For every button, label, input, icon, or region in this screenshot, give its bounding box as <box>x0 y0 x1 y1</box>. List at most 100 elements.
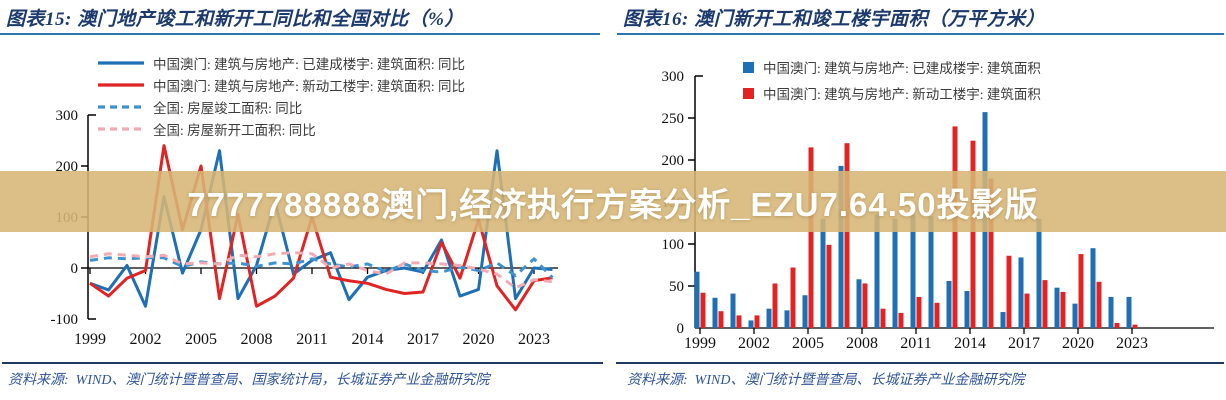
figure-15-source: 资料来源: WIND、澳门统计暨普查局、国家统计局，长城证券产业金融研究院 <box>8 369 489 389</box>
solid-line-marker <box>98 83 144 87</box>
bar <box>1132 324 1138 328</box>
figure-16-title-rule <box>617 33 1224 35</box>
bar <box>718 311 724 328</box>
figure-16-bottom-rule <box>616 362 1224 364</box>
legend-item: 中国澳门: 建筑与房地产: 新动工楼宇: 建筑面积: 同比 <box>98 75 465 95</box>
bar <box>1060 291 1066 328</box>
bar <box>892 218 898 328</box>
bar <box>844 143 850 328</box>
svg-text:2020: 2020 <box>1062 335 1094 352</box>
legend-item: 中国澳门: 建筑与房地产: 新动工楼宇: 建筑面积 <box>743 83 1041 103</box>
x-axis: 1999 2002 2005 2008 2011 2014 2017 2020 2023 <box>74 267 558 348</box>
bar <box>802 295 808 328</box>
bar <box>856 279 862 328</box>
svg-text:2017: 2017 <box>407 331 439 348</box>
figure-15-title: 图表15: 澳门地产竣工和新开工同比和全国对比（%） <box>6 9 464 30</box>
dashed-line-marker <box>98 105 144 109</box>
bar <box>910 214 916 328</box>
figure-16-panel: 图表16: 澳门新开工和竣工楼宇面积（万平方米） 050100150200250… <box>613 0 1226 400</box>
legend-item: 中国澳门: 建筑与房地产: 已建成楼宇: 建筑面积: 同比 <box>98 53 465 73</box>
bar <box>1090 248 1096 328</box>
bar <box>1018 257 1024 328</box>
legend-label: 中国澳门: 建筑与房地产: 已建成楼宇: 建筑面积 <box>763 61 1041 76</box>
bar <box>1114 322 1120 328</box>
svg-text:1999: 1999 <box>684 335 716 352</box>
bar <box>1036 218 1042 328</box>
svg-text:2008: 2008 <box>241 331 273 348</box>
svg-text:0: 0 <box>677 321 685 337</box>
bar <box>1072 303 1078 328</box>
bar <box>700 292 706 328</box>
legend-label: 全国: 房屋新开工面积: 同比 <box>153 123 316 138</box>
svg-text:2005: 2005 <box>792 335 824 352</box>
bar <box>712 297 718 328</box>
bar <box>970 140 976 328</box>
bar <box>874 214 880 328</box>
legend-item: 全国: 房屋竣工面积: 同比 <box>98 97 465 117</box>
bar <box>772 283 778 328</box>
bar <box>1126 296 1132 328</box>
bar <box>1006 255 1012 328</box>
bar <box>820 218 826 328</box>
svg-text:2023: 2023 <box>518 331 550 348</box>
figure-15-line-chart: 3002001000-10019992002200520082011201420… <box>51 108 558 348</box>
line-series-2 <box>89 256 554 279</box>
bar <box>946 280 952 328</box>
figure-15-title-rule <box>0 33 600 35</box>
bar <box>880 308 886 328</box>
figure-16-legend: 中国澳门: 建筑与房地产: 已建成楼宇: 建筑面积中国澳门: 建筑与房地产: 新… <box>743 57 1041 103</box>
svg-text:250: 250 <box>662 111 685 127</box>
bar <box>838 165 844 328</box>
bar <box>826 244 832 328</box>
bar <box>736 315 742 328</box>
source-label: 资料来源: <box>627 373 688 388</box>
source-text: WIND、澳门统计暨普查局、国家统计局，长城证券产业金融研究院 <box>75 373 490 388</box>
legend-item: 中国澳门: 建筑与房地产: 已建成楼宇: 建筑面积 <box>743 57 1041 77</box>
line-series-3 <box>89 251 553 290</box>
svg-text:2011: 2011 <box>296 331 327 348</box>
bar <box>1054 287 1060 328</box>
svg-text:0: 0 <box>71 261 79 277</box>
bar <box>988 178 994 328</box>
svg-text:2002: 2002 <box>130 331 162 348</box>
svg-text:300: 300 <box>56 108 79 124</box>
bar <box>766 308 772 328</box>
svg-text:2014: 2014 <box>352 331 384 348</box>
bar <box>1108 296 1114 328</box>
legend-label: 全国: 房屋竣工面积: 同比 <box>153 101 303 116</box>
bar <box>898 312 904 328</box>
bar <box>964 291 970 328</box>
bar <box>862 283 868 328</box>
bar <box>916 296 922 328</box>
bar <box>1042 280 1048 328</box>
bar <box>808 147 814 328</box>
bar <box>790 267 796 328</box>
svg-text:2011: 2011 <box>900 335 931 352</box>
svg-text:200: 200 <box>662 153 685 169</box>
legend-item: 全国: 房屋新开工面积: 同比 <box>98 119 465 139</box>
bar <box>1096 281 1102 328</box>
bar <box>928 216 934 328</box>
figure-15-bottom-rule <box>2 362 603 364</box>
figure-15-legend: 中国澳门: 建筑与房地产: 已建成楼宇: 建筑面积: 同比 中国澳门: 建筑与房地… <box>98 53 465 139</box>
svg-text:1999: 1999 <box>74 331 106 348</box>
bar <box>748 320 754 328</box>
svg-text:2017: 2017 <box>1008 335 1040 352</box>
figure-16-title: 图表16: 澳门新开工和竣工楼宇面积（万平方米） <box>623 9 1046 30</box>
bar <box>730 293 736 328</box>
bar <box>694 271 700 328</box>
solid-line-marker <box>98 61 144 65</box>
svg-text:-100: -100 <box>51 312 79 328</box>
legend-label: 中国澳门: 建筑与房地产: 新动工楼宇: 建筑面积: 同比 <box>153 79 466 94</box>
source-label: 资料来源: <box>8 373 69 388</box>
legend-label: 中国澳门: 建筑与房地产: 已建成楼宇: 建筑面积: 同比 <box>153 57 466 72</box>
watermark-banner: 7777788888澳门,经济执行方案分析_EZU7.64.50投影版 <box>0 171 1226 232</box>
svg-text:2008: 2008 <box>846 335 878 352</box>
bar <box>1024 293 1030 328</box>
svg-text:300: 300 <box>662 69 685 85</box>
bar <box>1000 312 1006 328</box>
watermark-text: 7777788888澳门,经济执行方案分析_EZU7.64.50投影版 <box>187 185 1039 223</box>
figure-15-panel: 图表15: 澳门地产竣工和新开工同比和全国对比（%） 3002001000-10… <box>0 9 603 389</box>
source-text: WIND、澳门统计暨普查局、长城证券产业金融研究院 <box>694 373 1025 388</box>
bar <box>1078 254 1084 328</box>
